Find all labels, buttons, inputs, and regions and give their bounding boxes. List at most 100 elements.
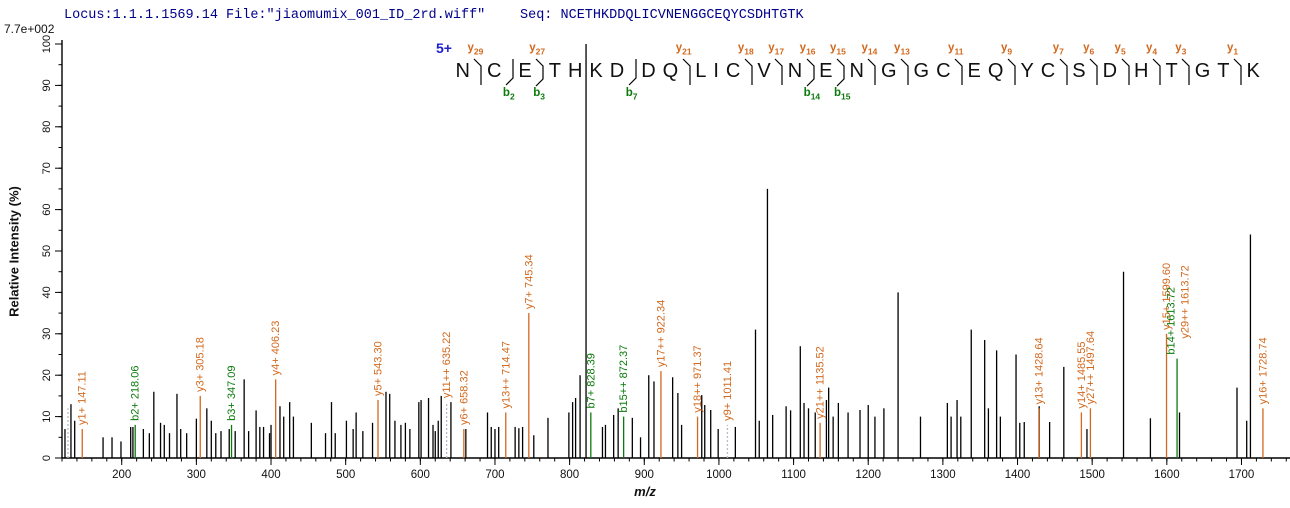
- y-ion-label: y11++ 635.22: [441, 332, 453, 398]
- cleavage-marker: b2: [503, 57, 515, 101]
- b-ion-marker-label: b2: [502, 87, 515, 102]
- residue: E: [819, 60, 833, 82]
- peptide-sequence-annotation: N y29 C b2 E y27 b3 T H K D b7 D Q y21 L I C y18 V y1…: [452, 42, 1263, 101]
- residue: T: [1165, 60, 1178, 82]
- y-tick-label: 100: [41, 35, 53, 53]
- residue: E: [967, 60, 981, 82]
- x-tick-label: 1300: [930, 469, 956, 481]
- x-tick-label: 400: [261, 469, 280, 481]
- cleavage-glyph: [836, 58, 845, 87]
- residue: T: [548, 60, 561, 82]
- y-ion-label: y18++ 971.37: [692, 345, 704, 412]
- y-ion-marker-label: y21: [675, 42, 692, 57]
- y-ion-marker-label: y3: [1175, 42, 1187, 57]
- cleavage-glyph: [628, 59, 637, 86]
- residue: S: [1072, 60, 1086, 82]
- x-tick-label: 1400: [1005, 469, 1031, 481]
- b-ion-label: b3+ 347.09: [226, 366, 238, 421]
- residue: E: [518, 60, 532, 82]
- cleavage-marker: y16 b14: [800, 42, 821, 101]
- residue: N: [849, 60, 864, 82]
- b-ion-marker-label: b7: [625, 87, 638, 102]
- y-ion-marker-label: y5: [1114, 42, 1126, 57]
- y-ion-marker-label: y4: [1146, 42, 1158, 57]
- y-ion-label: y16+ 1728.74: [1257, 337, 1269, 404]
- y-tick-label: 10: [41, 410, 53, 422]
- x-tick-label: 1100: [781, 469, 806, 481]
- x-tick-label: 300: [187, 469, 206, 481]
- cleavage-glyph: [535, 58, 544, 87]
- cleavage-marker: y6: [1083, 42, 1099, 85]
- cleavage-marker: y21: [676, 42, 692, 85]
- cleavage-glyph: [806, 58, 815, 87]
- cleavage-marker: y18: [738, 42, 754, 85]
- y-ion-marker-label: y14: [861, 42, 878, 57]
- y-ion-label: y14+ 1485.55: [1076, 341, 1088, 408]
- residue: Q: [987, 60, 1004, 82]
- residue: C: [725, 60, 741, 82]
- header-locus-file: Locus:1.1.1.1569.14 File:"jiaomumix_001_…: [64, 8, 486, 23]
- cleavage-marker: y9: [1001, 42, 1017, 85]
- y-tick-label: 50: [41, 245, 53, 257]
- cleavage-glyph: [868, 58, 877, 85]
- y-ion-label: y1+ 147.11: [77, 371, 89, 425]
- y-ion-marker-label: y27: [529, 42, 546, 57]
- y-tick-label: 90: [41, 79, 53, 91]
- residue: D: [1102, 60, 1118, 82]
- x-tick-label: 1500: [1079, 469, 1105, 481]
- y-ion-marker-label: y6: [1083, 42, 1095, 57]
- cleavage-marker: b7: [626, 57, 638, 101]
- y-ion-label: y7+ 745.34: [523, 254, 535, 309]
- y-ion-marker-label: y13: [894, 42, 910, 57]
- cleavage-marker: y7: [1053, 42, 1069, 85]
- cleavage-marker: y3: [1175, 42, 1191, 85]
- y-tick-label: 0: [41, 455, 53, 461]
- b-ion-marker-label: b15: [834, 87, 851, 102]
- residue: D: [609, 60, 625, 82]
- y-ion-label: y21++ 1135.52: [815, 346, 827, 419]
- cleavage-glyph: [682, 58, 691, 85]
- y-tick-label: 70: [41, 162, 53, 174]
- x-tick-label: 1200: [855, 469, 881, 481]
- precursor-charge-label: 5+: [436, 40, 452, 56]
- residue: T: [1217, 60, 1230, 82]
- cleavage-glyph: [1152, 58, 1161, 85]
- x-tick-label: 700: [485, 469, 504, 481]
- residue: H: [1134, 60, 1149, 82]
- cleavage-marker: y14: [861, 42, 877, 85]
- residue: K: [1246, 60, 1260, 82]
- b-ion-label: b2+ 218.06: [130, 366, 142, 421]
- y-ion-marker-label: y11: [948, 42, 964, 57]
- x-tick-label: 900: [635, 469, 654, 481]
- residue: I: [713, 60, 719, 82]
- y-ion-marker-label: y16: [799, 42, 816, 57]
- y-ion-label: y5+ 543.30: [372, 341, 384, 396]
- residue: C: [1040, 60, 1056, 82]
- y-ion-marker-label: y18: [737, 42, 754, 57]
- cleavage-marker: y4: [1146, 42, 1162, 85]
- cleavage-marker: y1: [1227, 42, 1243, 85]
- residue: K: [589, 60, 603, 82]
- x-tick-label: 600: [411, 469, 430, 481]
- y-ion-marker-label: y29: [467, 42, 484, 57]
- residue: V: [757, 60, 771, 82]
- cleavage-glyph: [1059, 58, 1068, 85]
- residue: N: [787, 60, 803, 82]
- x-tick-label: 500: [336, 469, 355, 481]
- y-ion-label: y13++ 714.47: [500, 341, 512, 408]
- x-tick-label: 1000: [706, 469, 732, 481]
- x-tick-label: 1700: [1229, 469, 1255, 481]
- residue: Q: [662, 60, 679, 82]
- residue: C: [936, 60, 951, 82]
- residue: L: [695, 60, 707, 82]
- x-tick-label: 800: [560, 469, 579, 481]
- x-tick-label: 200: [112, 469, 131, 481]
- cleavage-glyph: [1007, 58, 1016, 85]
- residue: C: [486, 60, 502, 82]
- residue: G: [880, 60, 897, 82]
- cleavage-marker: y27 b3: [529, 42, 545, 101]
- y-ion-marker-label: y15: [830, 42, 846, 57]
- y-tick-label: 30: [41, 328, 53, 340]
